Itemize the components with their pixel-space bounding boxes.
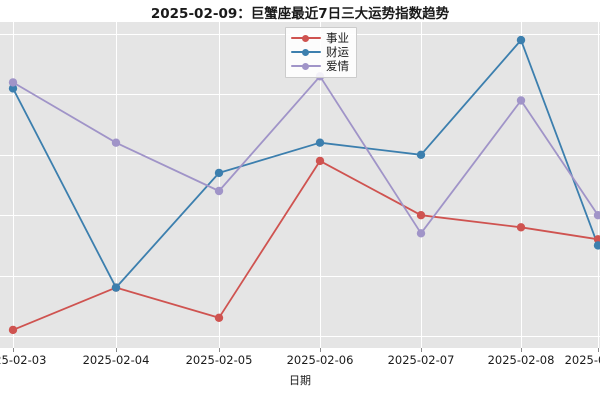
data-point-marker[interactable] <box>593 211 600 220</box>
x-axis-tick-label: 2025-02-07 <box>387 353 455 367</box>
x-axis-tick-labels: 2025-02-03 2025-02-04 2025-02-05 2025-02-06… <box>0 353 600 371</box>
x-axis-tick-label: 2025-02-09 <box>564 353 600 367</box>
x-axis-tick <box>219 348 220 352</box>
x-axis-tick <box>320 348 321 352</box>
legend-marker-shiye <box>302 34 309 42</box>
data-point-marker[interactable] <box>214 313 224 322</box>
gridline-vertical <box>421 22 422 348</box>
gridline-horizontal <box>0 154 600 156</box>
data-point-marker[interactable] <box>516 35 526 45</box>
x-axis-ticks <box>0 348 600 352</box>
data-point-marker[interactable] <box>593 241 600 250</box>
gridline-horizontal <box>0 215 600 217</box>
legend-label-shiye: 事业 <box>326 31 349 45</box>
chart-title: 2025-02-09：巨蟹座最近7日三大运势指数趋势 <box>150 6 450 22</box>
series-line <box>12 75 599 235</box>
gridline-vertical <box>116 22 117 348</box>
data-point-marker[interactable] <box>315 138 325 147</box>
legend-marker-caiyun <box>302 48 309 56</box>
data-point-marker[interactable] <box>8 325 18 335</box>
x-axis-tick <box>598 348 599 352</box>
series-line <box>12 159 599 331</box>
data-point-marker[interactable] <box>8 78 18 87</box>
gridline-vertical <box>598 22 599 348</box>
legend-marker-aiqing <box>302 62 309 70</box>
data-point-marker[interactable] <box>516 96 526 105</box>
legend-label-caiyun: 财运 <box>326 45 349 59</box>
x-axis-tick-label: 2025-02-03 <box>0 353 47 367</box>
data-point-marker[interactable] <box>416 211 426 220</box>
data-point-marker[interactable] <box>416 150 426 159</box>
gridline-horizontal <box>0 335 600 337</box>
data-point-marker[interactable] <box>8 84 18 93</box>
legend-swatch-caiyun <box>291 46 321 58</box>
legend-item-caiyun[interactable]: 财运 <box>291 45 349 59</box>
x-axis-tick-label: 2025-02-06 <box>286 353 354 367</box>
data-point-marker[interactable] <box>214 168 224 178</box>
gridline-vertical <box>521 22 522 348</box>
gridline-vertical <box>219 22 220 348</box>
data-point-marker[interactable] <box>111 283 121 292</box>
chart-legend: 事业 财运 爱情 <box>285 27 357 78</box>
data-point-marker[interactable] <box>416 229 426 238</box>
gridline-horizontal <box>0 94 600 96</box>
legend-item-aiqing[interactable]: 爱情 <box>291 59 349 73</box>
x-axis-tick-label: 2025-02-04 <box>82 353 150 367</box>
x-axis-title: 日期 <box>289 374 311 387</box>
data-point-marker[interactable] <box>315 156 325 166</box>
legend-item-shiye[interactable]: 事业 <box>291 31 349 45</box>
x-axis-tick-label: 2025-02-08 <box>487 353 555 367</box>
gridline-vertical <box>320 22 321 348</box>
x-axis-tick <box>116 348 117 352</box>
gridline-vertical <box>13 22 14 348</box>
x-axis-tick <box>13 348 14 352</box>
legend-label-aiqing: 爱情 <box>326 59 349 73</box>
x-axis-tick <box>521 348 522 352</box>
x-axis-tick <box>421 348 422 352</box>
legend-swatch-shiye <box>291 32 321 44</box>
data-point-marker[interactable] <box>214 186 224 196</box>
data-point-marker[interactable] <box>516 223 526 232</box>
x-axis-tick-label: 2025-02-05 <box>185 353 253 367</box>
gridline-horizontal <box>0 275 600 277</box>
data-point-marker[interactable] <box>111 138 121 147</box>
legend-swatch-aiqing <box>291 60 321 72</box>
